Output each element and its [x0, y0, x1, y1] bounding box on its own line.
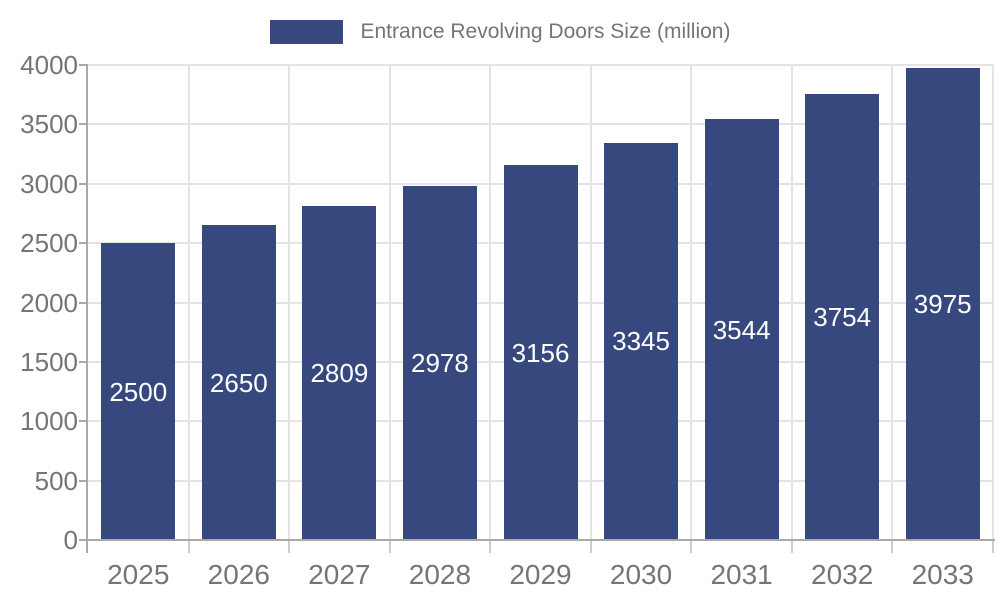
x-axis-tick-mark — [288, 540, 291, 553]
y-axis-tick-mark — [79, 242, 88, 245]
gridline-vertical — [690, 65, 693, 540]
y-axis-tick-label: 0 — [63, 525, 78, 555]
x-axis-tick-label: 2026 — [207, 559, 270, 590]
y-axis-tick-label: 3500 — [20, 109, 78, 140]
gridline-vertical — [992, 65, 994, 540]
x-axis-tick-label: 2028 — [408, 559, 472, 590]
bar-value-label: 3345 — [612, 326, 670, 357]
x-axis-tick-label: 2032 — [811, 559, 874, 590]
gridline-vertical — [187, 65, 190, 540]
plot-area: 2500 2650 2809 2978 3156 3345 3544 3754 3975 — [88, 64, 994, 540]
bar-2025[interactable]: 2500 — [101, 243, 176, 540]
y-axis-tick-label: 500 — [34, 465, 78, 496]
y-axis-tick-mark — [79, 479, 88, 482]
x-axis-tick-label: 2030 — [609, 559, 673, 590]
bar-2029[interactable]: 3156 — [503, 165, 578, 540]
x-axis-tick-mark — [690, 540, 693, 553]
y-axis-tick-mark — [79, 360, 88, 363]
y-axis-tick-mark — [79, 64, 88, 66]
bar-2032[interactable]: 3754 — [805, 94, 880, 540]
gridline-vertical — [790, 65, 793, 540]
bar-value-label: 3754 — [813, 302, 872, 333]
y-axis-tick-label: 3000 — [20, 168, 78, 199]
x-axis-tick-mark — [992, 540, 994, 553]
bar-value-label: 2809 — [310, 358, 369, 389]
y-axis-tick-label: 1000 — [20, 406, 78, 437]
x-axis-tick-mark — [489, 540, 492, 553]
legend-swatch[interactable] — [269, 20, 343, 44]
bar-2030[interactable]: 3345 — [604, 142, 679, 540]
y-axis-tick-label: 2000 — [20, 287, 78, 318]
legend[interactable]: Entrance Revolving Doors Size (million) — [0, 20, 1000, 44]
y-axis-tick-label: 1500 — [20, 346, 78, 377]
bar-2033[interactable]: 3975 — [905, 67, 980, 540]
bar-value-label: 3975 — [913, 288, 972, 319]
gridline-horizontal — [88, 64, 993, 66]
x-axis-tick-mark — [790, 540, 793, 553]
bar-2026[interactable]: 2650 — [201, 225, 276, 540]
x-axis-tick-mark — [388, 540, 391, 553]
x-axis-tick-label: 2029 — [509, 559, 572, 590]
bar-2031[interactable]: 3544 — [704, 119, 779, 540]
gridline-vertical — [891, 65, 894, 540]
x-axis-tick-label: 2027 — [308, 559, 371, 590]
y-axis-tick-mark — [79, 182, 88, 185]
gridline-horizontal — [88, 123, 993, 126]
bar-value-label: 3544 — [712, 314, 771, 345]
x-axis-line — [79, 539, 995, 541]
bar-value-label: 2650 — [209, 367, 268, 398]
x-axis-tick-mark — [187, 540, 190, 553]
legend-label: Entrance Revolving Doors Size (million) — [360, 20, 731, 43]
bar-value-label: 2978 — [411, 348, 469, 379]
y-axis-tick-label: 4000 — [20, 50, 78, 80]
x-axis-tick-label: 2025 — [107, 559, 170, 590]
gridline-vertical — [388, 65, 391, 540]
bar-value-label: 2500 — [109, 376, 168, 407]
x-axis-tick-mark — [891, 540, 894, 553]
y-axis-tick-label: 2500 — [20, 228, 78, 259]
gridline-vertical — [589, 65, 592, 540]
bar-2028[interactable]: 2978 — [402, 186, 477, 540]
y-axis-tick-mark — [79, 420, 88, 423]
x-axis-tick-mark — [589, 540, 592, 553]
gridline-vertical — [489, 65, 492, 540]
y-axis-tick-mark — [79, 301, 88, 304]
x-axis-tick-label: 2033 — [911, 559, 974, 590]
y-axis-line — [86, 65, 88, 553]
gridline-vertical — [288, 65, 291, 540]
bar-value-label: 3156 — [511, 337, 570, 368]
x-axis-tick-label: 2031 — [710, 559, 773, 590]
y-axis-tick-mark — [79, 123, 88, 126]
bar-2027[interactable]: 2809 — [302, 206, 377, 540]
